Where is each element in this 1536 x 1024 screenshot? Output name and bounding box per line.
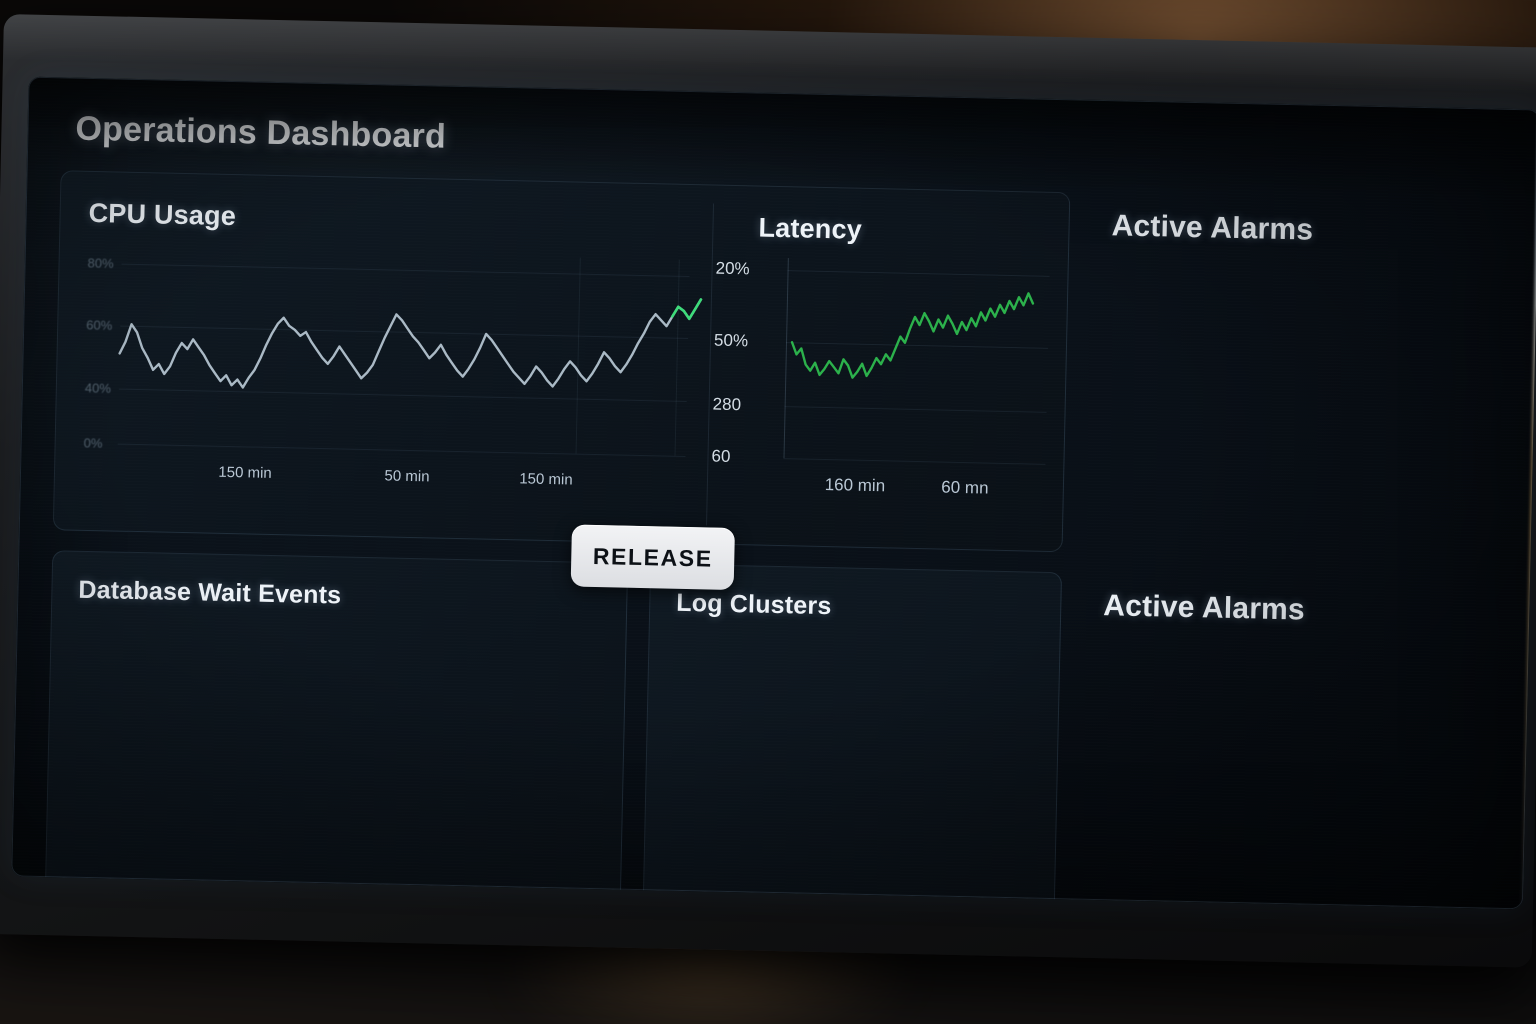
release-button[interactable]: RELEASE: [570, 524, 735, 591]
alarms-bottom-title: Active Alarms: [1102, 589, 1306, 627]
cpu-y-tick: 60%: [86, 317, 113, 333]
latency-y-tick: 50%: [713, 330, 749, 351]
panel-active-alarms-top: Active Alarms: [1085, 193, 1513, 562]
latency-y-tick: 60: [711, 446, 731, 466]
alarms-bottom-list: [1096, 647, 1502, 656]
latency-y-axis: [783, 258, 789, 459]
log-clusters-plot-area: [670, 634, 1041, 892]
chart-latency[interactable]: Latency 20% 50% 280 60 160 min 60 mn: [694, 185, 1070, 551]
chart-log-clusters[interactable]: Log Clusters: [642, 563, 1063, 910]
latency-y-tick: 20%: [715, 258, 750, 279]
cpu-y-tick: 40%: [84, 380, 112, 396]
panel-cpu-latency: CPU Usage 80% 60% 40% 0% 150 min 50 min 150 m…: [52, 170, 1071, 553]
chart-title-latency: Latency: [758, 212, 863, 245]
cpu-y-tick: 80%: [87, 255, 114, 271]
chart-cpu-usage[interactable]: CPU Usage 80% 60% 40% 0% 150 min 50 min 150 m…: [54, 171, 703, 543]
alarms-top-title: Active Alarms: [1111, 209, 1314, 247]
chart-title-db-wait: Database Wait Events: [78, 575, 342, 610]
dashboard: Operations Dashboard CPU Usage 80% 60% 40%…: [11, 77, 1536, 910]
chart-title-cpu: CPU Usage: [88, 197, 237, 232]
chart-title-log-clusters: Log Clusters: [676, 588, 832, 621]
db-wait-plot-area: [72, 621, 607, 883]
latency-x-tick: 60 mn: [941, 477, 989, 498]
chart-database-wait-events[interactable]: Database Wait Events: [44, 550, 629, 910]
cpu-x-tick: 150 min: [519, 470, 573, 489]
latency-x-tick: 160 min: [824, 475, 886, 496]
bottom-left-row: Database Wait Events Log Clusters: [44, 550, 1063, 910]
alarms-top-list: [1105, 267, 1511, 276]
latency-y-tick: 280: [712, 394, 742, 415]
cpu-x-tick: 50 min: [384, 467, 430, 486]
cpu-x-tick: 150 min: [218, 463, 272, 482]
monitor-bezel: Operations Dashboard CPU Usage 80% 60% 40%…: [0, 14, 1536, 968]
monitor-screen: Operations Dashboard CPU Usage 80% 60% 40%…: [11, 76, 1536, 910]
cpu-line-series: [118, 248, 703, 457]
latency-plot-area: 20% 50% 280 60 160 min 60 mn: [710, 257, 1050, 512]
cpu-y-tick: 0%: [83, 435, 103, 451]
dashboard-grid: CPU Usage 80% 60% 40% 0% 150 min 50 min 150 m…: [44, 170, 1513, 910]
page-title: Operations Dashboard: [75, 109, 447, 156]
latency-line-series: [789, 258, 1035, 463]
panel-active-alarms-bottom: Active Alarms: [1076, 573, 1504, 910]
cpu-plot-area: 80% 60% 40% 0% 150 min 50 min 150 min: [83, 247, 703, 500]
